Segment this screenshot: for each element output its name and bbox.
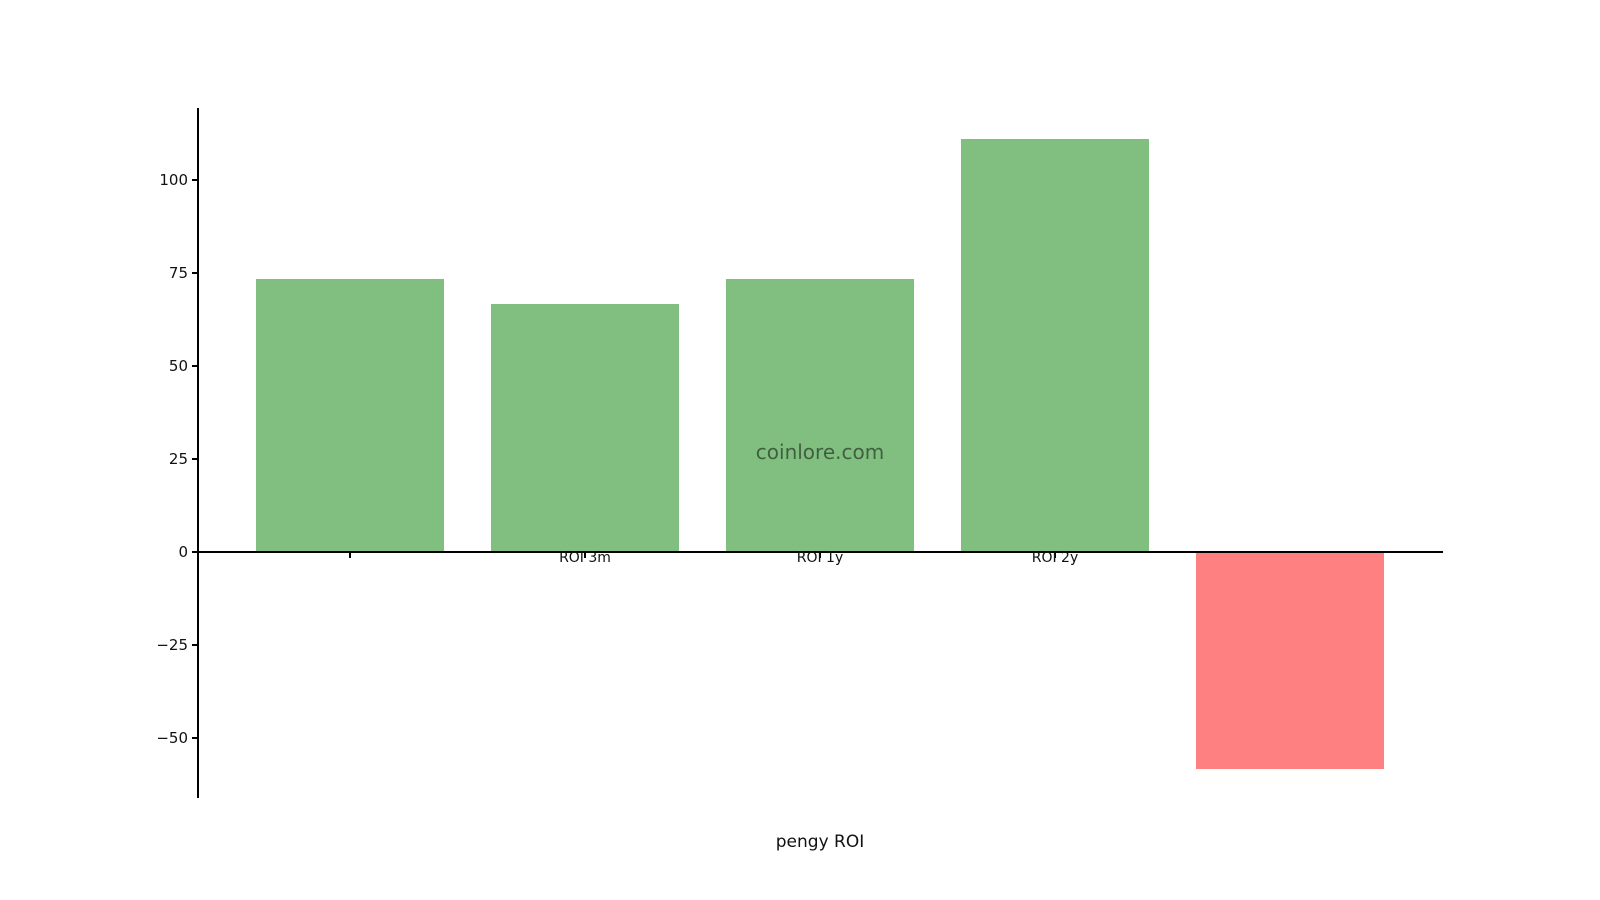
y-tick-label: 50	[168, 357, 188, 375]
x-tick-mark	[584, 552, 586, 558]
bar-series-0	[256, 278, 444, 552]
y-tick-mark	[192, 551, 198, 553]
x-tick-mark	[349, 552, 351, 558]
watermark-text: coinlore.com	[755, 440, 885, 464]
bar-roi-2y	[961, 138, 1149, 552]
y-tick-label: 25	[168, 450, 188, 468]
bar-roi-3m	[491, 303, 679, 552]
y-tick-mark	[192, 365, 198, 367]
y-tick-label: −25	[156, 636, 188, 654]
y-tick-label: 0	[178, 543, 188, 561]
y-tick-mark	[192, 458, 198, 460]
x-axis-title: pengy ROI	[775, 832, 865, 852]
x-tick-mark	[819, 552, 821, 558]
y-tick-mark	[192, 272, 198, 274]
bar-roi-1y	[726, 278, 914, 552]
y-tick-label: 75	[168, 264, 188, 282]
y-axis-spine	[197, 108, 199, 798]
x-tick-mark	[1054, 552, 1056, 558]
x-tick-label: ROI 3m	[559, 550, 611, 566]
y-tick-mark	[192, 179, 198, 181]
x-tick-label: ROI 1y	[796, 550, 844, 566]
x-axis-zero-line	[197, 551, 1443, 553]
y-tick-mark	[192, 737, 198, 739]
y-tick-mark	[192, 644, 198, 646]
y-tick-label: −50	[156, 729, 188, 747]
x-tick-label: ROI 2y	[1031, 550, 1079, 566]
y-tick-label: 100	[159, 171, 188, 189]
bar-series-4	[1196, 552, 1384, 770]
